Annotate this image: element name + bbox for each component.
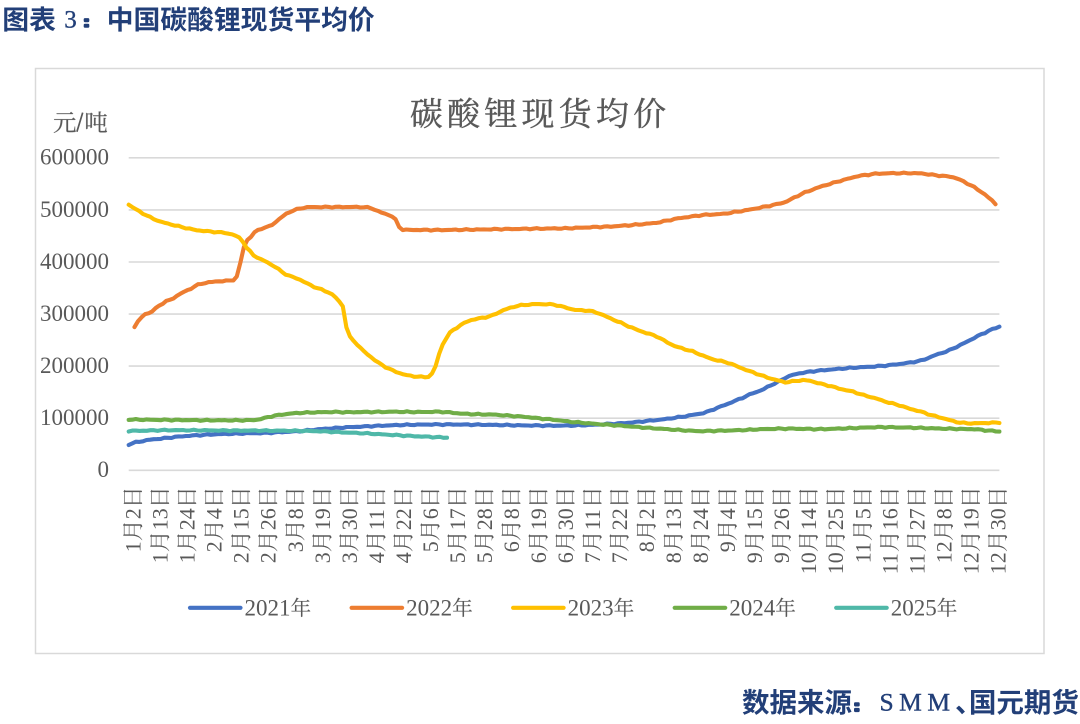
- svg-text:100000: 100000: [40, 405, 109, 430]
- svg-text:2: 2: [229, 552, 254, 563]
- svg-text:8: 8: [931, 508, 956, 519]
- svg-text:200000: 200000: [40, 353, 109, 378]
- svg-text:19: 19: [958, 508, 983, 530]
- svg-text:5: 5: [445, 552, 470, 563]
- svg-text:2: 2: [634, 508, 659, 519]
- svg-text:2: 2: [121, 508, 146, 519]
- svg-text:11: 11: [364, 509, 389, 530]
- svg-text:8: 8: [688, 552, 713, 563]
- svg-text:28: 28: [472, 508, 497, 530]
- svg-text:1: 1: [121, 541, 146, 552]
- svg-text:5: 5: [850, 508, 875, 519]
- svg-text:9: 9: [742, 552, 767, 563]
- svg-text:13: 13: [148, 508, 173, 530]
- svg-text:4: 4: [202, 508, 227, 519]
- svg-text:8: 8: [661, 552, 686, 563]
- svg-text:SMM: SMM: [880, 688, 956, 717]
- svg-text:2024: 2024: [729, 596, 776, 621]
- svg-text:7: 7: [607, 552, 632, 563]
- svg-text:17: 17: [445, 508, 470, 530]
- svg-text:3: 3: [310, 552, 335, 563]
- svg-text:6: 6: [526, 552, 551, 563]
- svg-text:11: 11: [904, 553, 929, 574]
- svg-text:3: 3: [283, 541, 308, 552]
- svg-text:11: 11: [877, 553, 902, 574]
- svg-text:10: 10: [823, 552, 848, 574]
- svg-text:13: 13: [661, 508, 686, 530]
- svg-text:24: 24: [175, 508, 200, 530]
- svg-text:1: 1: [148, 552, 173, 563]
- svg-text:11: 11: [850, 542, 875, 563]
- svg-text:14: 14: [796, 508, 821, 530]
- svg-text:24: 24: [688, 508, 713, 530]
- svg-text:4: 4: [715, 508, 740, 519]
- svg-text:300000: 300000: [40, 301, 109, 326]
- svg-text:7: 7: [580, 552, 605, 563]
- svg-text:3: 3: [64, 6, 77, 33]
- svg-text:6: 6: [418, 508, 443, 519]
- svg-text:5: 5: [418, 541, 443, 552]
- svg-text:6: 6: [499, 541, 524, 552]
- svg-text:12: 12: [985, 552, 1010, 574]
- svg-text:0: 0: [98, 457, 110, 482]
- svg-text:400000: 400000: [40, 249, 109, 274]
- svg-text:8: 8: [499, 508, 524, 519]
- svg-text:3: 3: [337, 552, 362, 563]
- svg-text:8: 8: [634, 541, 659, 552]
- svg-text:22: 22: [391, 508, 416, 530]
- svg-text:27: 27: [904, 508, 929, 530]
- svg-text:2: 2: [202, 541, 227, 552]
- svg-text:2023: 2023: [568, 596, 614, 621]
- svg-text:30: 30: [985, 508, 1010, 530]
- svg-text:2021: 2021: [245, 596, 291, 621]
- svg-text:9: 9: [769, 552, 794, 563]
- svg-text:15: 15: [742, 508, 767, 530]
- svg-text:9: 9: [715, 541, 740, 552]
- svg-text:19: 19: [310, 508, 335, 530]
- svg-text:4: 4: [364, 552, 389, 563]
- svg-text:500000: 500000: [40, 197, 109, 222]
- svg-text:6: 6: [553, 552, 578, 563]
- svg-text:30: 30: [553, 508, 578, 530]
- svg-text:5: 5: [472, 552, 497, 563]
- svg-text:4: 4: [391, 552, 416, 563]
- svg-text:2: 2: [256, 552, 281, 563]
- svg-text:22: 22: [607, 508, 632, 530]
- svg-text:600000: 600000: [40, 145, 109, 170]
- svg-text:19: 19: [526, 508, 551, 530]
- svg-text:15: 15: [229, 508, 254, 530]
- svg-text:11: 11: [580, 509, 605, 530]
- svg-text:12: 12: [931, 541, 956, 563]
- svg-text:25: 25: [823, 508, 848, 530]
- svg-text:2025: 2025: [891, 596, 937, 621]
- svg-text:8: 8: [283, 508, 308, 519]
- svg-text:16: 16: [877, 508, 902, 530]
- svg-text:26: 26: [256, 508, 281, 530]
- svg-text:26: 26: [769, 508, 794, 530]
- svg-text:12: 12: [958, 552, 983, 574]
- svg-text:30: 30: [337, 508, 362, 530]
- svg-text:1: 1: [175, 552, 200, 563]
- svg-text:10: 10: [796, 552, 821, 574]
- svg-text:2022: 2022: [406, 596, 452, 621]
